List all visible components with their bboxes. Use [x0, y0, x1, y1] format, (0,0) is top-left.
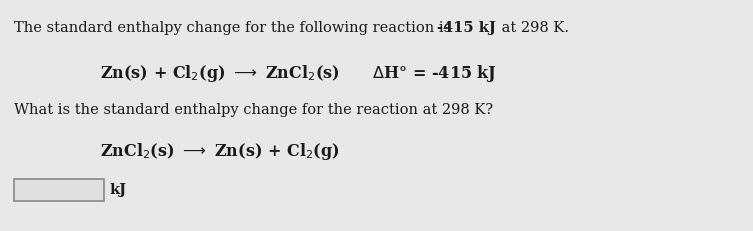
Text: -415 kJ: -415 kJ [437, 21, 496, 35]
Bar [14, 179, 104, 201]
Text: at 298 K.: at 298 K. [497, 21, 569, 35]
Text: kJ: kJ [109, 183, 126, 197]
Text: Zn(s) + Cl$_2$(g) $\longrightarrow$ ZnCl$_2$(s)      $\Delta$H° = -415 kJ: Zn(s) + Cl$_2$(g) $\longrightarrow$ ZnCl… [100, 63, 497, 84]
Text: What is the standard enthalpy change for the reaction at 298 K?: What is the standard enthalpy change for… [14, 103, 493, 117]
Text: ZnCl$_2$(s) $\longrightarrow$ Zn(s) + Cl$_2$(g): ZnCl$_2$(s) $\longrightarrow$ Zn(s) + Cl… [100, 141, 340, 162]
Text: The standard enthalpy change for the following reaction is: The standard enthalpy change for the fol… [14, 21, 456, 35]
